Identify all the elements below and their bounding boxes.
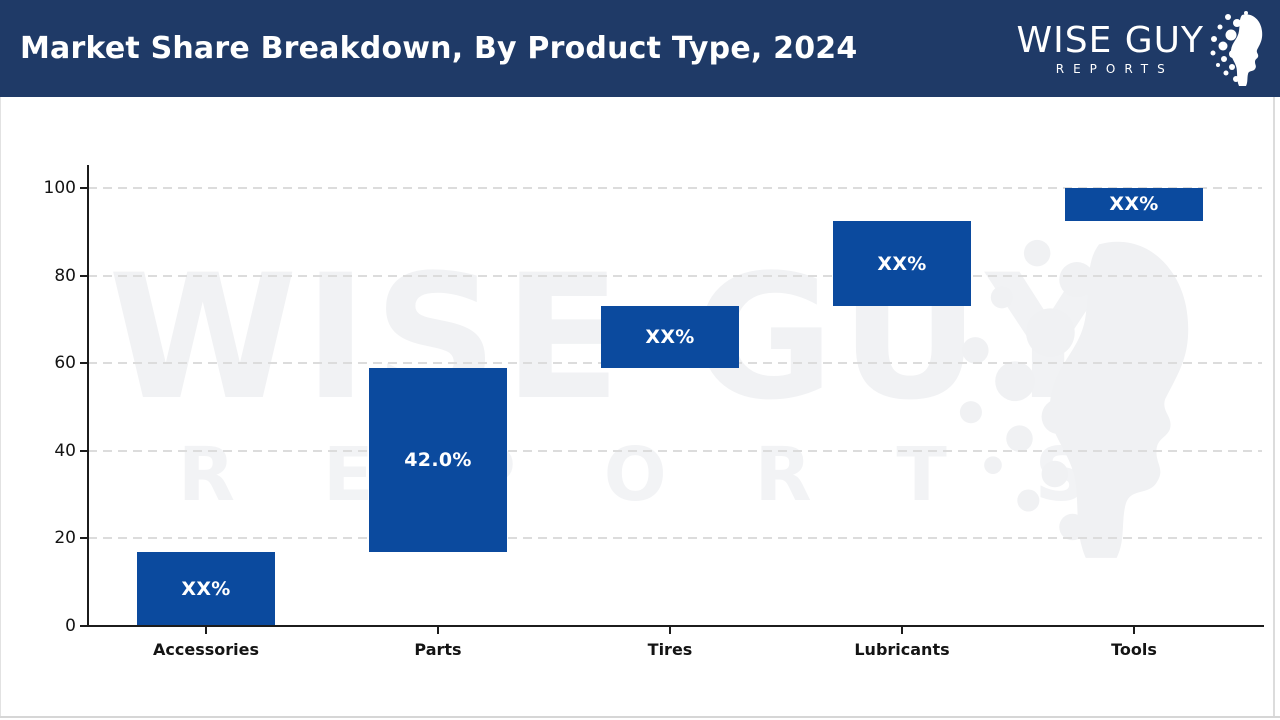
gridline-40: [88, 449, 1262, 452]
y-tick-40: [80, 449, 87, 452]
x-tick-tires: [669, 627, 671, 634]
y-tick-label-20: 20: [54, 528, 76, 549]
x-tick-accessories: [205, 627, 207, 634]
bar-accessories: XX%: [137, 551, 275, 626]
x-axis-line: [87, 625, 1264, 627]
x-tick-tools: [1133, 627, 1135, 634]
x-tick-lubricants: [901, 627, 903, 634]
page-border-bottom: [0, 716, 1280, 718]
y-tick-20: [80, 537, 87, 540]
gridline-20: [88, 537, 1262, 540]
bar-label-lubricants: XX%: [877, 252, 927, 275]
bar-label-accessories: XX%: [181, 577, 231, 600]
logo-head-icon: [1210, 10, 1263, 86]
bar-lubricants: XX%: [833, 220, 971, 307]
page-border-right: [1273, 97, 1275, 717]
y-tick-80: [80, 274, 87, 277]
y-tick-label-60: 60: [54, 353, 76, 374]
report-header: Market Share Breakdown, By Product Type,…: [0, 0, 1280, 97]
x-tick-label-tires: Tires: [647, 640, 693, 659]
bar-label-parts: 42.0%: [404, 448, 472, 471]
gridline-100: [88, 187, 1262, 189]
bar-label-tires: XX%: [645, 325, 695, 348]
y-tick-100: [80, 187, 87, 189]
y-axis-line: [87, 165, 89, 627]
bar-tires: XX%: [601, 306, 739, 368]
x-tick-label-parts: Parts: [414, 640, 462, 659]
x-tick-label-lubricants: Lubricants: [854, 640, 950, 659]
logo-wordmark: WISE GUY REPORTS: [1016, 19, 1205, 76]
logo-line1: WISE GUY: [1016, 19, 1204, 61]
background-watermark-head-icon: [959, 239, 1189, 558]
x-tick-label-tools: Tools: [1111, 640, 1157, 659]
page-border-left: [0, 97, 1, 717]
bar-label-tools: XX%: [1109, 193, 1159, 216]
gridline-80: [88, 274, 1262, 277]
y-tick-60: [80, 362, 87, 365]
chart-title: Market Share Breakdown, By Product Type,…: [20, 31, 858, 66]
bar-parts: 42.0%: [369, 367, 507, 552]
wiseguy-logo: WISE GUY REPORTS: [1017, 9, 1267, 89]
x-tick-label-accessories: Accessories: [153, 640, 259, 659]
y-tick-label-40: 40: [54, 440, 76, 461]
x-tick-parts: [437, 627, 439, 634]
y-tick-label-0: 0: [65, 616, 76, 636]
bar-tools: XX%: [1065, 188, 1203, 221]
y-tick-0: [80, 625, 87, 627]
logo-line2: REPORTS: [1055, 61, 1174, 76]
y-tick-label-100: 100: [43, 178, 76, 198]
y-tick-label-80: 80: [54, 265, 76, 286]
